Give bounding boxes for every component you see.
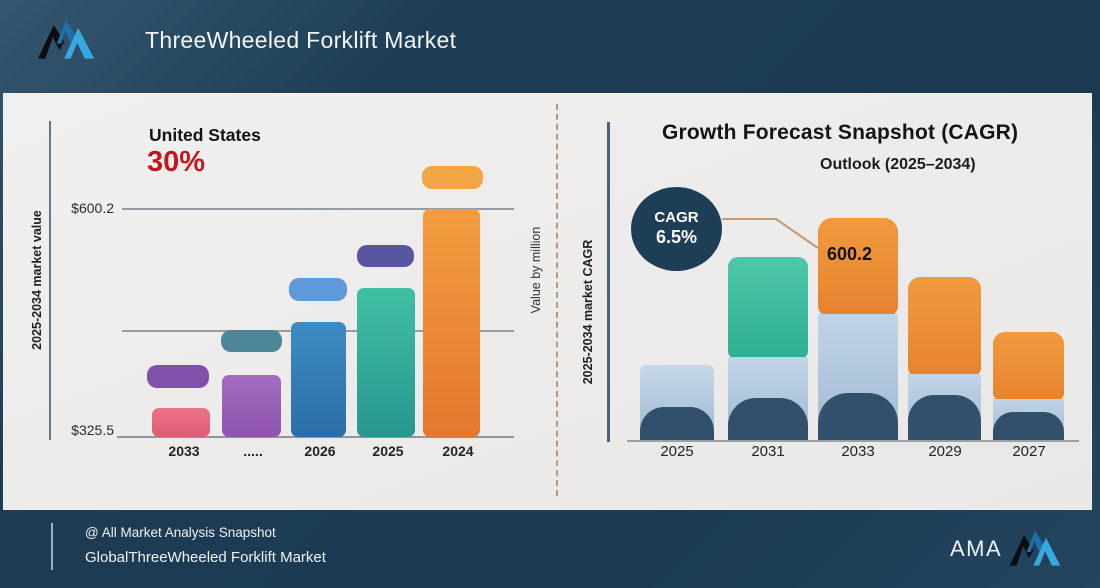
- data-label-600: 600.2: [827, 244, 873, 264]
- right-y-axis-line: [607, 122, 610, 442]
- segment-bottom-2025: [640, 407, 714, 441]
- bar-dots: [222, 375, 281, 437]
- left-secondary-axis-label: Value by million: [529, 226, 543, 314]
- segment-top-2031: [728, 257, 808, 359]
- stacked-bar-2027: [993, 332, 1064, 441]
- bar-cap-2026: [289, 278, 347, 301]
- cagr-badge-label: CAGR: [654, 209, 699, 227]
- right-x-axis-line: [627, 440, 1079, 442]
- stacked-bar-2029: [908, 277, 981, 441]
- left-y-axis-line: [49, 121, 51, 440]
- cagr-badge-value: 6.5%: [655, 227, 698, 248]
- footer-line-2: GlobalThreeWheeled Forklift Market: [85, 549, 326, 566]
- ama-logo-header-icon: [36, 15, 96, 61]
- stacked-bar-2031: [728, 257, 808, 441]
- bar-2033: [152, 408, 210, 437]
- right-xtick-2031: 2031: [751, 443, 785, 460]
- footer-brand-text: AMA: [950, 536, 1003, 561]
- left-xtick-2033: 2033: [168, 443, 200, 459]
- left-xtick-2024: 2024: [442, 443, 474, 459]
- footer-line-1: @ All Market Analysis Snapshot: [85, 525, 276, 540]
- segment-top-2029: [908, 277, 981, 376]
- segment-top-2027: [993, 332, 1064, 401]
- cagr-badge: CAGR 6.5%: [631, 187, 722, 271]
- annotation-connector: [718, 208, 824, 254]
- bar-cap-2024: [422, 166, 483, 189]
- panel-divider: [556, 104, 558, 496]
- right-xtick-2029: 2029: [928, 443, 962, 460]
- left-chart-title: United States: [149, 125, 261, 145]
- segment-bottom-2033: [818, 393, 898, 441]
- logo-peak-middle: [56, 20, 76, 44]
- bar-2026: [291, 322, 346, 437]
- segment-bottom-2027: [993, 412, 1064, 441]
- right-chart-title: Growth Forecast Snapshot (CAGR): [662, 121, 1019, 144]
- bar-cap-2033: [147, 365, 209, 388]
- logo-peak-right: [64, 27, 95, 59]
- left-xtick-dots: .....: [243, 443, 263, 459]
- stacked-bar-2025: [640, 365, 714, 441]
- segment-top-2033: [818, 218, 898, 316]
- right-chart-subtitle: Outlook (2025–2034): [820, 156, 976, 173]
- bar-cap-2025: [357, 245, 414, 267]
- ama-logo-footer-icon: [1008, 526, 1062, 568]
- bar-2025: [357, 288, 415, 437]
- left-x-axis-line: [117, 436, 514, 438]
- right-xtick-2027: 2027: [1012, 443, 1046, 460]
- bar-cap-dots: [221, 330, 282, 352]
- left-xtick-2025: 2025: [372, 443, 404, 459]
- ytick-325: $325.5: [71, 422, 114, 438]
- segment-bottom-2031: [728, 398, 808, 441]
- ytick-600: $600.2: [71, 200, 114, 216]
- footer-divider: [51, 523, 53, 570]
- logo-peak-left: [1009, 535, 1034, 566]
- right-y-axis-label: 2025-2034 market CAGR: [581, 239, 595, 385]
- left-chart-highlight-value: 30%: [147, 146, 206, 178]
- gridline-600: [122, 208, 514, 210]
- right-xtick-2025: 2025: [660, 443, 694, 460]
- logo-peak-right: [1033, 537, 1061, 566]
- segment-bottom-2029: [908, 395, 981, 441]
- left-y-axis-label: 2025-2034 market value: [30, 210, 44, 350]
- bar-2024: [423, 209, 480, 437]
- stacked-bar-2033: [818, 218, 898, 441]
- logo-peak-left: [37, 24, 65, 59]
- left-xtick-2026: 2026: [304, 443, 336, 459]
- page-title: ThreeWheeled Forklift Market: [145, 27, 457, 53]
- right-xtick-2033: 2033: [841, 443, 875, 460]
- logo-peak-middle: [1026, 530, 1044, 553]
